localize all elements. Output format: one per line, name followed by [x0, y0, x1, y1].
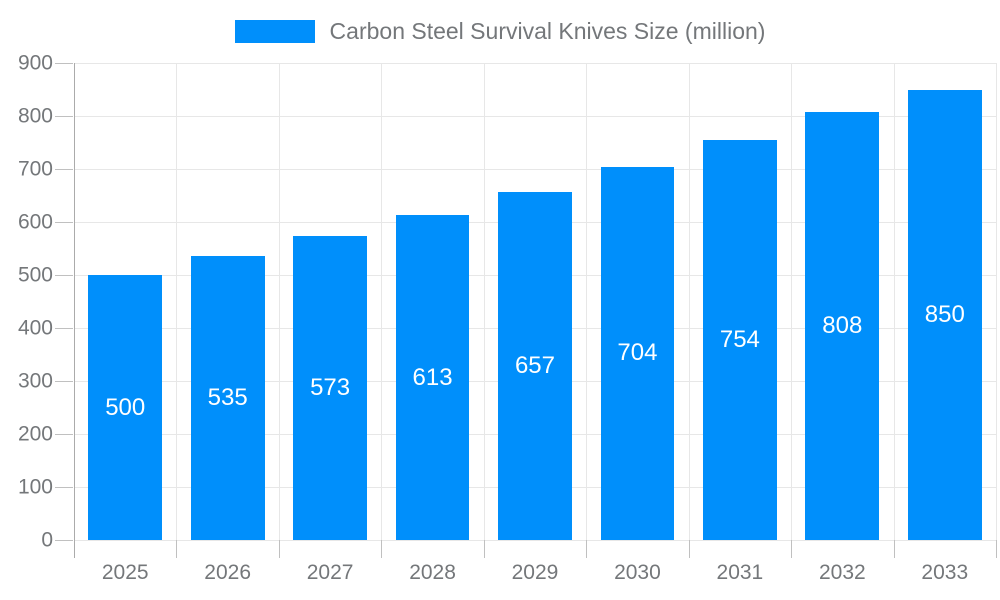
gridline-horizontal [74, 63, 996, 64]
bar[interactable]: 808 [805, 111, 880, 540]
y-tick-label: 100 [17, 475, 53, 499]
x-axis-tick [586, 540, 588, 558]
y-axis-tick [55, 275, 73, 276]
x-tick-label: 2025 [101, 561, 149, 584]
bar-slot: 808 [791, 63, 893, 540]
x-tick-label: 2026 [204, 561, 252, 584]
y-axis-tick [55, 487, 73, 488]
gridline-vertical [791, 63, 793, 540]
bar[interactable]: 573 [293, 236, 367, 540]
y-axis-tick [55, 221, 73, 223]
x-tick-label: 2033 [921, 561, 969, 584]
bar[interactable]: 754 [703, 140, 777, 540]
y-tick-label: 0 [41, 528, 53, 552]
bar-value-label: 613 [412, 363, 453, 391]
y-tick-label: 200 [17, 422, 53, 446]
gridline-vertical [381, 63, 383, 540]
y-axis-tick [55, 540, 73, 541]
y-tick-label: 700 [17, 157, 53, 181]
y-tick-label: 400 [17, 316, 53, 340]
bar-value-label: 808 [822, 311, 863, 339]
bar-slot: 535 [176, 63, 278, 540]
y-tick-label: 300 [17, 369, 53, 393]
legend-marker-icon [234, 20, 315, 43]
gridline-vertical [688, 63, 690, 540]
bar[interactable]: 704 [600, 166, 675, 540]
y-axis-line [74, 63, 75, 558]
y-axis-tick [55, 116, 73, 117]
plot-area: 0 100 200 300 400 500 600 700 800 900 500 2025 535 20… [18, 53, 997, 583]
y-tick-label: 500 [17, 263, 53, 287]
bar-slot: 704 [586, 63, 688, 540]
y-axis-tick [55, 169, 73, 170]
y-axis-tick [55, 434, 73, 435]
bar[interactable]: 850 [907, 89, 982, 540]
bar-value-label: 657 [514, 351, 556, 379]
bar-value-label: 704 [617, 339, 658, 367]
x-axis-tick [996, 540, 997, 558]
y-tick-label: 800 [17, 104, 53, 128]
x-tick-label: 2028 [409, 561, 456, 584]
legend[interactable]: Carbon Steel Survival Knives Size (milli… [0, 20, 1000, 43]
x-axis-tick [688, 540, 690, 558]
bar[interactable]: 500 [88, 275, 163, 540]
bar-value-label: 500 [105, 393, 146, 421]
bar-slot: 850 [894, 63, 996, 540]
bar-slot: 754 [689, 63, 791, 540]
x-tick-label: 2031 [716, 561, 764, 584]
bar-value-label: 573 [310, 374, 351, 402]
x-axis-tick [483, 540, 485, 558]
x-tick-label: 2032 [818, 561, 866, 584]
bar-value-label: 850 [924, 300, 965, 328]
bar[interactable]: 657 [498, 191, 572, 540]
bar[interactable]: 613 [395, 215, 470, 540]
y-axis-tick [55, 328, 73, 329]
bar-value-label: 754 [719, 326, 760, 354]
bar-slot: 613 [381, 63, 483, 540]
gridline-horizontal [74, 116, 996, 117]
gridline-vertical [893, 63, 895, 540]
gridline-vertical [586, 63, 588, 540]
gridline-horizontal [74, 540, 996, 541]
y-tick-label: 600 [17, 210, 53, 234]
bar-value-label: 535 [207, 384, 248, 412]
bar-slot: 500 [74, 63, 176, 540]
x-axis-tick [176, 540, 178, 558]
x-tick-label: 2030 [614, 561, 661, 584]
y-axis-tick [55, 63, 73, 64]
x-axis-tick [381, 540, 383, 558]
y-tick-label: 900 [17, 51, 53, 75]
x-axis-tick [893, 540, 895, 558]
y-axis-tick [55, 380, 73, 382]
chart-title: Carbon Steel Survival Knives Size (milli… [329, 18, 766, 44]
gridline-vertical [176, 63, 178, 540]
x-axis-tick [791, 540, 793, 558]
x-tick-label: 2029 [511, 561, 559, 584]
bar-slot: 573 [279, 63, 381, 540]
bar-slot: 657 [484, 63, 586, 540]
gridline-vertical [996, 63, 997, 540]
x-axis-tick [278, 540, 280, 558]
bar[interactable]: 535 [190, 256, 265, 540]
x-tick-label: 2027 [306, 561, 354, 584]
gridline-vertical [483, 63, 485, 540]
gridline-vertical [278, 63, 280, 540]
gridline-horizontal [74, 169, 996, 170]
